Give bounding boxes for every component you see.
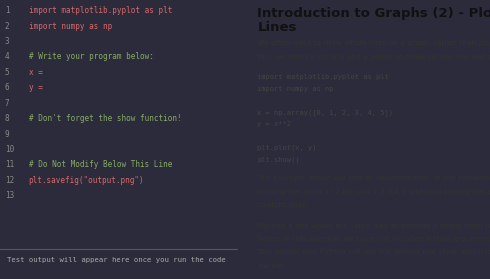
Text: import matplotlib.pyplot as plt: import matplotlib.pyplot as plt — [257, 74, 389, 80]
Text: # Don't forget the show function!: # Don't forget the show function! — [28, 114, 181, 123]
Text: Plotting a line works the same way as plotting a single point using the plot fun: Plotting a line works the same way as pl… — [257, 223, 490, 229]
Text: import numpy as np: import numpy as np — [257, 86, 334, 92]
Text: 7: 7 — [5, 99, 9, 108]
Text: marker.: marker. — [257, 263, 286, 269]
Text: # Do Not Modify Below This Line: # Do Not Modify Below This Line — [28, 160, 172, 170]
Text: This means that Python will use the default line style, which is a solid blue li: This means that Python will use the defa… — [257, 249, 490, 255]
Text: Test output will appear here once you run the code: Test output will appear here once you ru… — [7, 257, 226, 263]
Text: Notice in this example we have not included a third argument in the plot functio: Notice in this example we have not inclu… — [257, 236, 490, 242]
Text: We often want to draw whole lines on a graph, rather than just a single point. T: We often want to draw whole lines on a g… — [257, 40, 490, 47]
Text: 1: 1 — [5, 6, 9, 15]
Text: y =: y = — [28, 83, 43, 92]
Text: 8: 8 — [5, 114, 9, 123]
Text: 12: 12 — [5, 176, 14, 185]
Text: 11: 11 — [5, 160, 14, 170]
Text: 5: 5 — [5, 68, 9, 77]
Text: straight lines.: straight lines. — [257, 202, 309, 208]
Text: plt.show(): plt.show() — [257, 157, 300, 163]
Text: import numpy as np: import numpy as np — [28, 21, 112, 31]
Text: plotting the point x^2 for x=0,1,2,3,4,5 and then joining these points together : plotting the point x^2 for x=0,1,2,3,4,5… — [257, 189, 490, 195]
Text: 4: 4 — [5, 52, 9, 61]
Text: y = x**2: y = x**2 — [257, 121, 291, 127]
Text: 3: 3 — [5, 37, 9, 46]
Text: 13: 13 — [5, 191, 14, 200]
Text: import matplotlib.pyplot as plt: import matplotlib.pyplot as plt — [28, 6, 172, 15]
Text: this, we need a list of x and y points to make up the line and draw them on a gr: this, we need a list of x and y points t… — [257, 54, 490, 60]
Text: x =: x = — [28, 68, 43, 77]
Text: 2: 2 — [5, 21, 9, 31]
Text: Introduction to Graphs (2) - Plotting: Introduction to Graphs (2) - Plotting — [257, 7, 490, 20]
Text: Lines: Lines — [257, 21, 296, 34]
Text: 9: 9 — [5, 130, 9, 139]
Text: plt.savefig("output.png"): plt.savefig("output.png") — [28, 176, 144, 185]
Text: The example above will plot an approximation of the equation y=x^2. It does this: The example above will plot an approxima… — [257, 175, 490, 181]
Text: 10: 10 — [5, 145, 14, 154]
Text: plt.plot(x, y): plt.plot(x, y) — [257, 145, 317, 151]
Text: 6: 6 — [5, 83, 9, 92]
Text: # Write your program below:: # Write your program below: — [28, 52, 153, 61]
Text: x = np.array([0, 1, 2, 3, 4, 5]): x = np.array([0, 1, 2, 3, 4, 5]) — [257, 110, 393, 116]
